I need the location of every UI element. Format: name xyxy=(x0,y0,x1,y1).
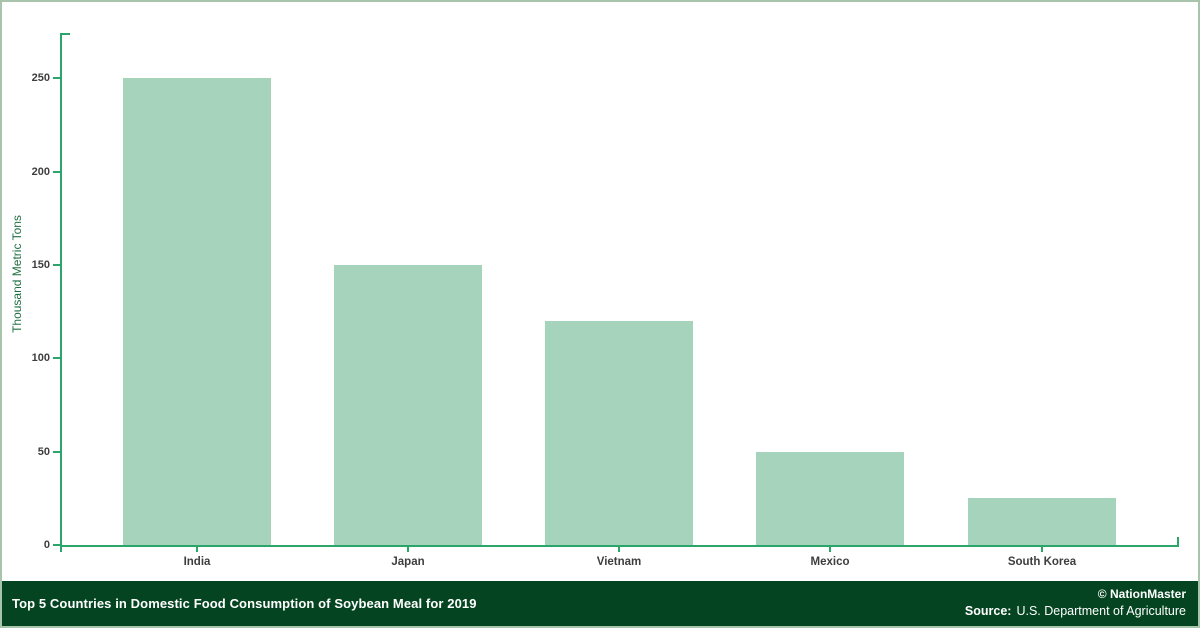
x-category-label-vietnam: Vietnam xyxy=(596,556,642,568)
y-tick-label-100: 100 xyxy=(31,352,50,365)
bar-vietnam xyxy=(545,320,693,545)
y-axis-title: Thousand Metric Tons xyxy=(10,215,24,333)
x-tick-india xyxy=(196,547,198,552)
source-line: Source: U.S. Department of Agriculture xyxy=(965,603,1186,621)
y-tick-label-150: 150 xyxy=(31,258,50,271)
x-tick-vietnam xyxy=(618,547,620,552)
source-label: Source: xyxy=(964,604,1012,619)
plot-area: Thousand Metric Tons 0 50 100 150 200 250 Indi… xyxy=(2,2,1198,581)
x-axis-end-cap xyxy=(1177,537,1179,545)
bar-india xyxy=(123,78,271,545)
chart-title: Top 5 Countries in Domestic Food Consump… xyxy=(12,596,477,611)
x-tick-japan xyxy=(407,547,409,552)
y-tick-50 xyxy=(53,450,60,453)
x-category-label-japan: Japan xyxy=(391,556,425,568)
x-axis-line xyxy=(60,545,1179,547)
y-tick-label-250: 250 xyxy=(31,72,50,85)
y-axis-top-cap xyxy=(62,33,70,35)
y-tick-150 xyxy=(53,263,60,266)
x-category-label-south-korea: South Korea xyxy=(1007,556,1077,568)
y-tick-label-0: 0 xyxy=(43,539,50,551)
y-tick-200 xyxy=(53,170,60,173)
footer-bar: Top 5 Countries in Domestic Food Consump… xyxy=(2,581,1198,626)
footer-attribution: © NationMaster Source: U.S. Department of… xyxy=(965,586,1186,620)
bar-mexico xyxy=(756,451,904,545)
x-tick-mexico xyxy=(829,547,831,552)
y-tick-label-200: 200 xyxy=(31,165,50,178)
brand-copyright: © NationMaster xyxy=(1097,587,1186,602)
y-tick-250 xyxy=(53,77,60,80)
y-axis-line xyxy=(60,33,62,552)
source-value: U.S. Department of Agriculture xyxy=(1016,604,1186,619)
x-category-label-india: India xyxy=(183,556,211,568)
x-tick-south-korea xyxy=(1041,547,1043,552)
bar-japan xyxy=(334,264,482,545)
y-tick-0 xyxy=(53,544,60,546)
x-category-label-mexico: Mexico xyxy=(810,556,850,568)
bar-south-korea xyxy=(968,498,1116,545)
y-tick-label-50: 50 xyxy=(37,445,50,458)
y-tick-100 xyxy=(53,357,60,360)
